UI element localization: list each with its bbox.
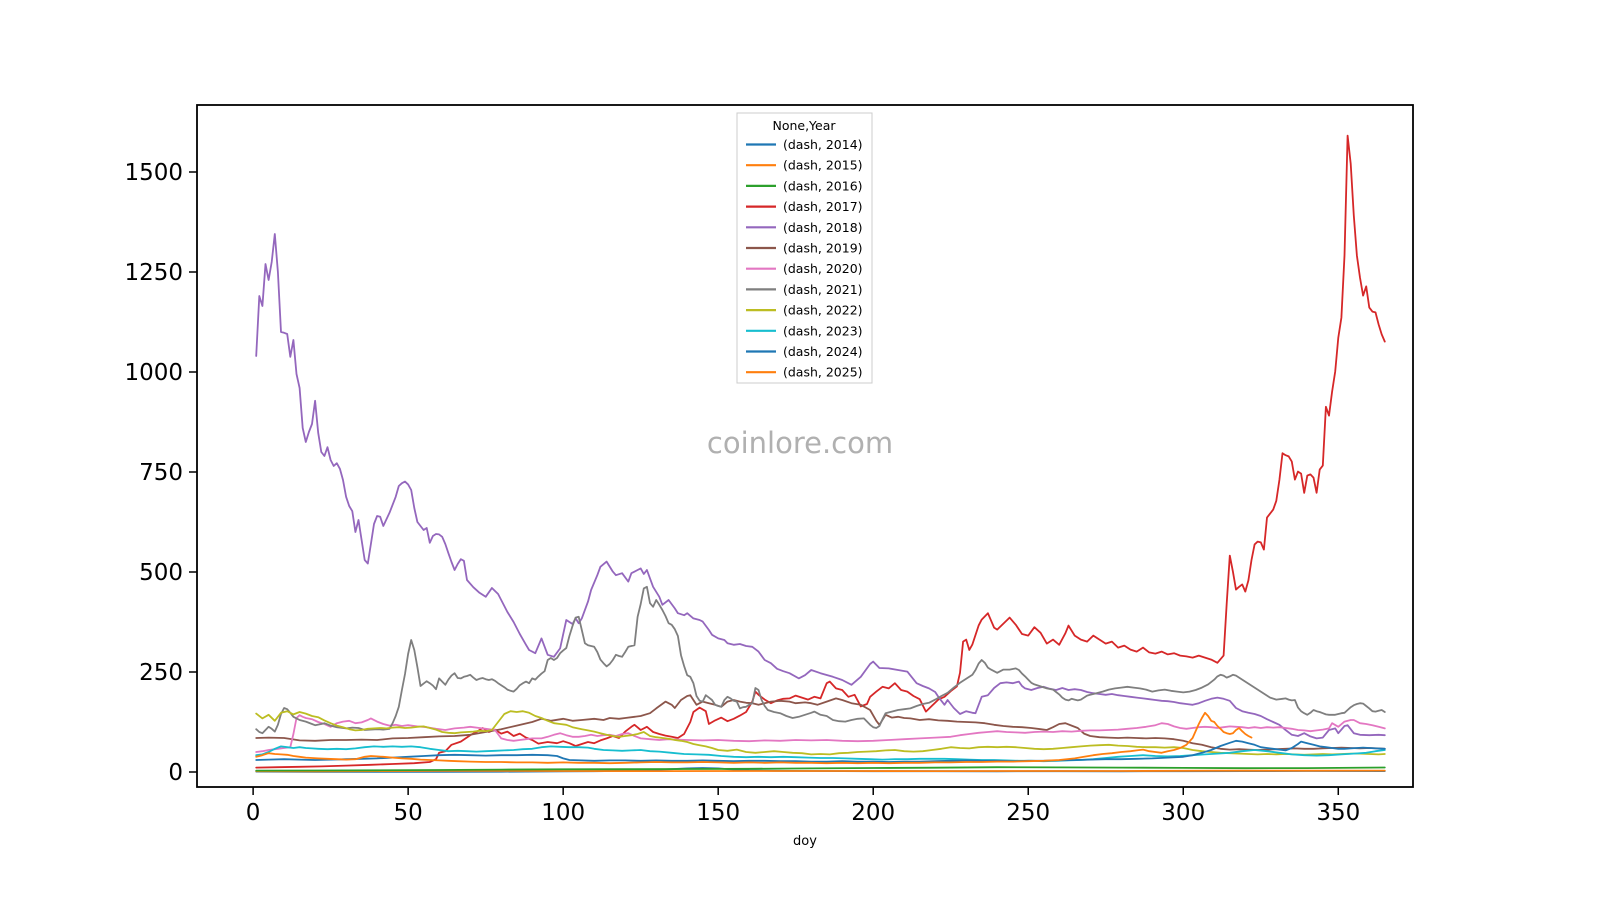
x-tick-label: 200 — [851, 800, 895, 826]
y-tick-label: 500 — [139, 560, 183, 586]
series-line-(dash, 2020) — [255, 714, 1386, 753]
x-tick-label: 250 — [1006, 800, 1050, 826]
legend-label-(dash, 2014): (dash, 2014) — [783, 137, 863, 152]
y-tick-label: 1500 — [124, 160, 183, 186]
series-line-(dash, 2017) — [255, 134, 1386, 769]
legend-label-(dash, 2020): (dash, 2020) — [783, 261, 863, 276]
plot-area — [196, 104, 1414, 788]
legend-label-(dash, 2021): (dash, 2021) — [783, 282, 863, 297]
y-tick-label: 0 — [168, 760, 183, 786]
y-tick-label: 1000 — [124, 360, 183, 386]
y-tick-label: 750 — [139, 460, 183, 486]
series-line-(dash, 2025) — [255, 711, 1253, 765]
legend-label-(dash, 2019): (dash, 2019) — [783, 241, 863, 256]
legend-label-(dash, 2024): (dash, 2024) — [783, 344, 863, 359]
legend: None,Year (dash, 2014)(dash, 2015)(dash,… — [736, 112, 873, 384]
series-line-(dash, 2018) — [255, 233, 1386, 740]
legend-label-(dash, 2018): (dash, 2018) — [783, 220, 863, 235]
x-tick-label: 300 — [1161, 800, 1205, 826]
x-tick-label: 150 — [696, 800, 740, 826]
legend-label-(dash, 2015): (dash, 2015) — [783, 158, 863, 173]
series-line-(dash, 2023) — [255, 745, 1386, 763]
series-line-(dash, 2024) — [255, 739, 1386, 763]
legend-label-(dash, 2017): (dash, 2017) — [783, 199, 863, 214]
legend-label-(dash, 2016): (dash, 2016) — [783, 178, 863, 193]
series-line-(dash, 2019) — [255, 694, 1386, 751]
watermark: coinlore.com — [707, 426, 893, 460]
x-tick-label: 350 — [1316, 800, 1360, 826]
legend-label-(dash, 2023): (dash, 2023) — [783, 323, 863, 338]
series-lines — [255, 134, 1386, 773]
y-tick-label: 250 — [139, 660, 183, 686]
x-axis-label: doy — [793, 834, 817, 849]
legend-label-(dash, 2022): (dash, 2022) — [783, 303, 863, 318]
y-tick-label: 1250 — [124, 260, 183, 286]
legend-items: (dash, 2014) (dash, 2015) (dash, 2016) (das… — [746, 137, 863, 380]
x-tick-label: 50 — [394, 800, 423, 826]
series-line-(dash, 2016) — [255, 766, 1386, 772]
series-line-(dash, 2022) — [255, 710, 1386, 756]
x-tick-label: 100 — [541, 800, 585, 826]
x-tick-label: 0 — [246, 800, 261, 826]
legend-label-(dash, 2025): (dash, 2025) — [783, 365, 863, 380]
legend-title: None,Year — [772, 118, 836, 133]
axis-ticks: 0 50 100 150 200 250 300 350 0 250 500 750 1000 1250 1… — [124, 160, 1360, 826]
series-line-(dash, 2021) — [255, 585, 1386, 735]
